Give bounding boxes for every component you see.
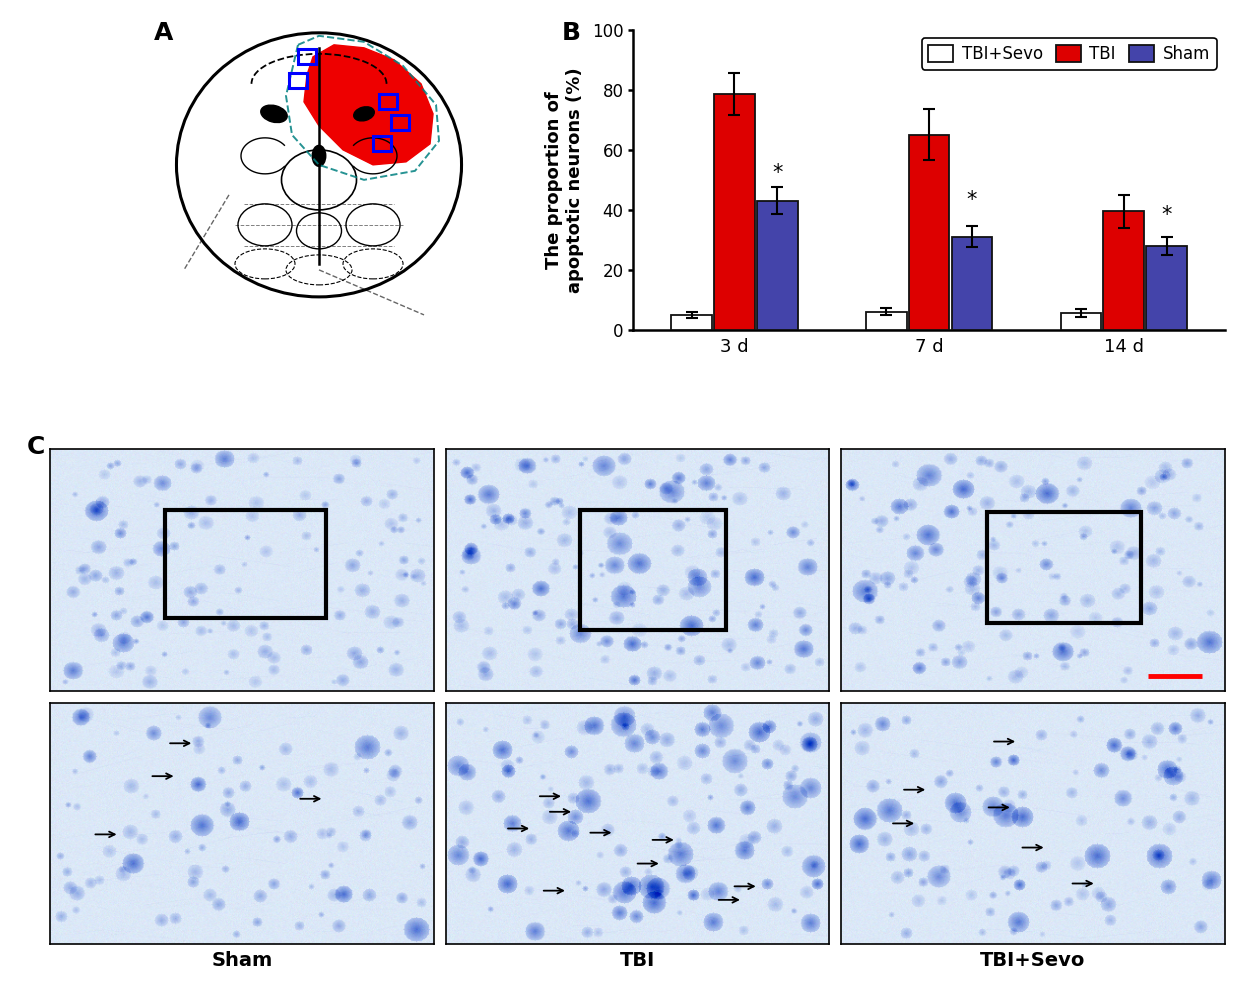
Bar bbox=[671, 315, 712, 330]
X-axis label: TBI: TBI bbox=[620, 951, 655, 970]
Ellipse shape bbox=[312, 145, 326, 166]
Text: *: * bbox=[1161, 205, 1171, 225]
Bar bbox=[714, 94, 755, 330]
Text: C: C bbox=[28, 434, 45, 458]
Polygon shape bbox=[304, 45, 432, 165]
Text: *: * bbox=[966, 190, 978, 210]
Bar bbox=[951, 237, 992, 330]
Text: A: A bbox=[154, 21, 174, 45]
Bar bbox=[1060, 313, 1101, 330]
Bar bbox=[909, 135, 950, 330]
Ellipse shape bbox=[354, 106, 374, 121]
Ellipse shape bbox=[261, 105, 288, 122]
Bar bbox=[866, 312, 906, 330]
Text: B: B bbox=[562, 21, 581, 45]
Legend: TBI+Sevo, TBI, Sham: TBI+Sevo, TBI, Sham bbox=[921, 38, 1216, 70]
Bar bbox=[1104, 212, 1144, 330]
X-axis label: Sham: Sham bbox=[211, 951, 272, 970]
X-axis label: TBI+Sevo: TBI+Sevo bbox=[980, 951, 1086, 970]
Text: *: * bbox=[772, 163, 782, 183]
Bar bbox=[758, 201, 798, 330]
Y-axis label: The proportion of
apoptotic neurons (%): The proportion of apoptotic neurons (%) bbox=[545, 67, 584, 292]
Bar bbox=[1146, 246, 1188, 330]
